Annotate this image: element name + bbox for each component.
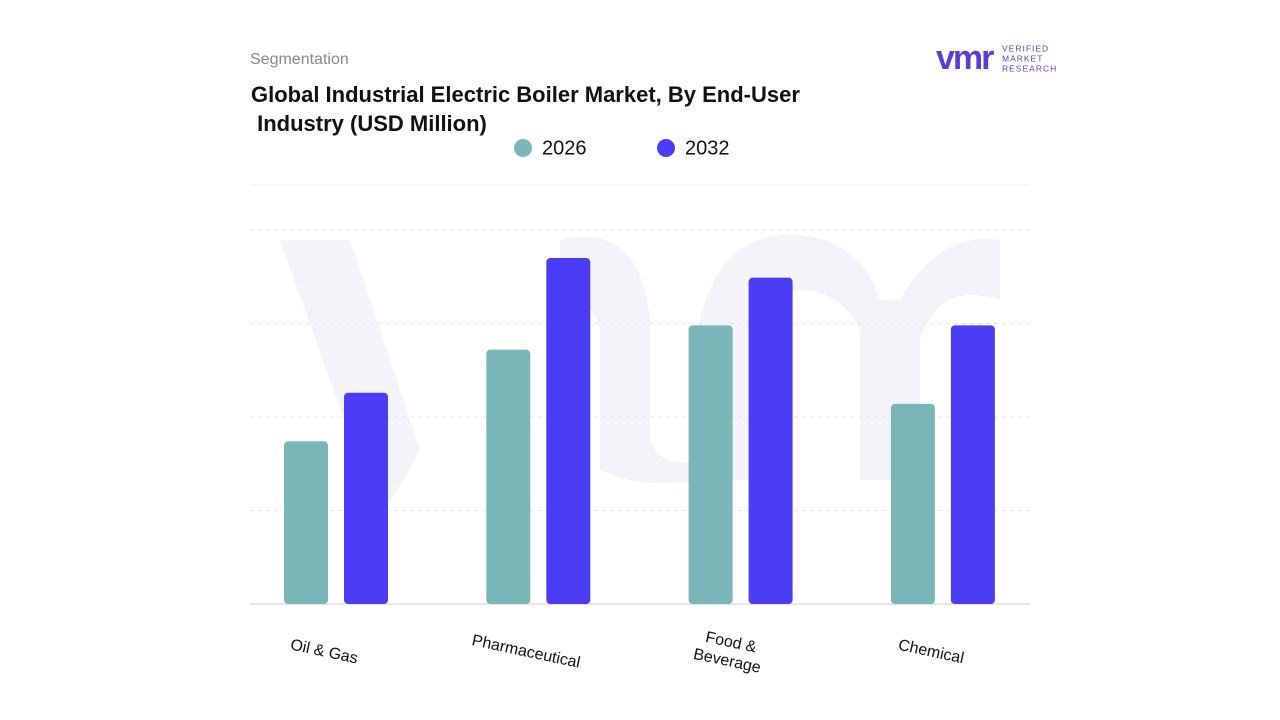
bar xyxy=(546,258,591,604)
legend-label: 2026 xyxy=(542,137,587,159)
bar xyxy=(688,325,733,604)
logo-text: RESEARCH xyxy=(1002,63,1057,73)
legend-label: 2032 xyxy=(685,137,730,159)
legend-marker xyxy=(514,139,532,157)
legend-marker xyxy=(657,139,675,157)
title-line: Global Industrial Electric Boiler Market… xyxy=(251,82,800,107)
bar xyxy=(284,441,328,604)
watermark xyxy=(280,234,1000,520)
logo-text: VERIFIED xyxy=(1002,43,1049,53)
title-line: Industry (USD Million) xyxy=(251,111,487,136)
chart-title: Global Industrial Electric Boiler Market… xyxy=(251,82,800,136)
logo: vmr VERIFIED MARKET RESEARCH xyxy=(936,39,1057,77)
bar xyxy=(748,277,793,604)
logo-text: MARKET xyxy=(1002,53,1043,63)
logo-mark: vmr xyxy=(936,39,994,77)
bar xyxy=(486,349,531,604)
bar xyxy=(890,403,935,604)
bar xyxy=(344,392,388,604)
section-label: Segmentation xyxy=(250,51,349,68)
bar xyxy=(950,325,995,604)
